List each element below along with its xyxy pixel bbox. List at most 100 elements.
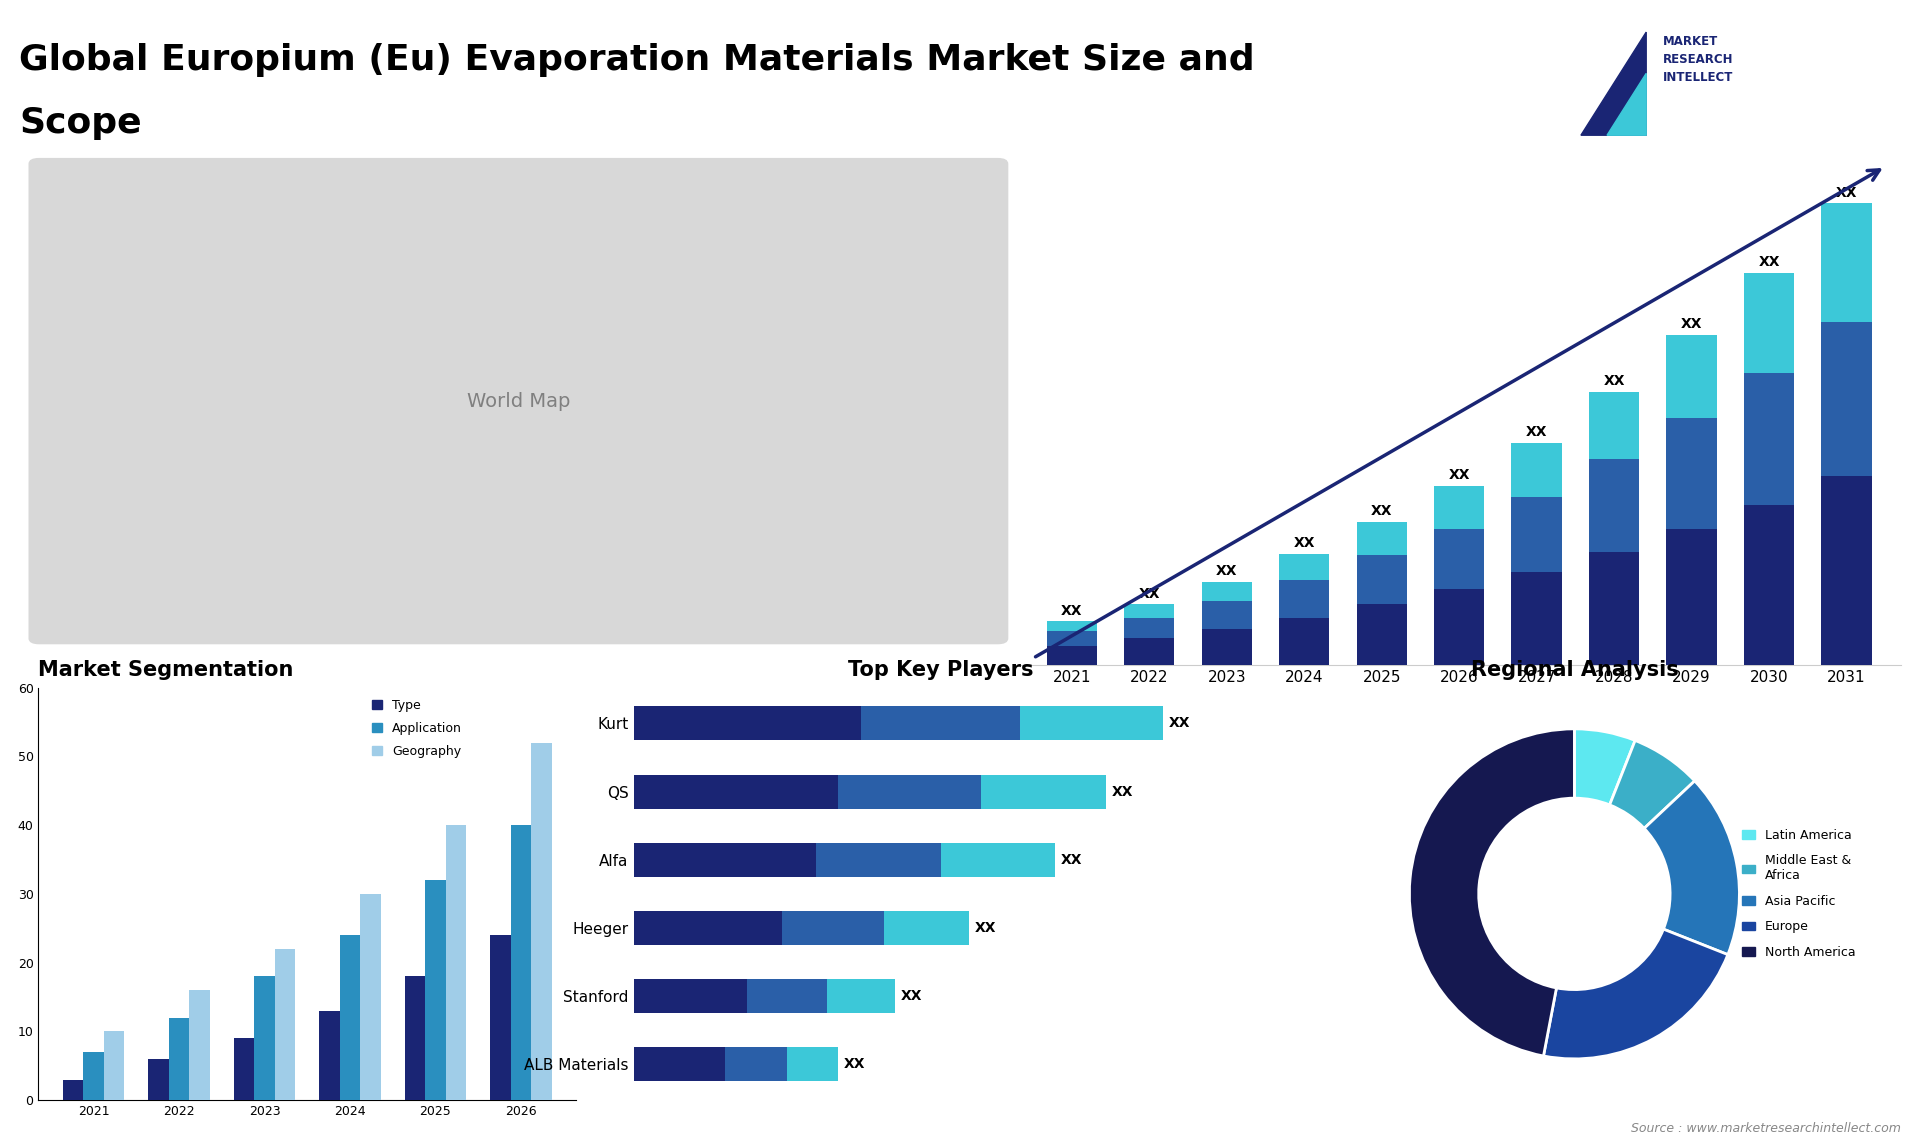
Text: XX: XX xyxy=(1169,716,1190,730)
Text: XX: XX xyxy=(1680,317,1703,331)
Bar xyxy=(169,1018,190,1100)
Text: XX: XX xyxy=(1526,425,1548,439)
Text: XX: XX xyxy=(1294,536,1315,550)
Bar xyxy=(1357,556,1407,604)
Bar xyxy=(1046,630,1096,646)
Bar xyxy=(828,979,895,1013)
Text: XX: XX xyxy=(1371,504,1392,518)
Bar xyxy=(1046,646,1096,665)
Bar xyxy=(511,825,532,1100)
Bar xyxy=(490,935,511,1100)
Bar xyxy=(83,1052,104,1100)
Bar xyxy=(1123,604,1175,618)
Wedge shape xyxy=(1544,929,1728,1059)
Bar xyxy=(1279,580,1329,618)
Text: Source : www.marketresearchintellect.com: Source : www.marketresearchintellect.com xyxy=(1630,1122,1901,1135)
Bar xyxy=(234,1038,253,1100)
Text: Scope: Scope xyxy=(19,107,142,140)
FancyBboxPatch shape xyxy=(29,158,1008,644)
Bar xyxy=(1590,392,1640,460)
Bar xyxy=(634,979,747,1013)
Text: Market Segmentation: Market Segmentation xyxy=(38,660,294,681)
Bar xyxy=(1743,504,1795,665)
Bar xyxy=(253,976,275,1100)
Bar xyxy=(1590,551,1640,665)
Text: XX: XX xyxy=(845,1058,866,1072)
Bar xyxy=(1667,335,1716,418)
Bar xyxy=(883,911,970,945)
Text: XX: XX xyxy=(900,989,922,1003)
Title: Regional Analysis: Regional Analysis xyxy=(1471,660,1678,681)
Polygon shape xyxy=(1580,32,1645,135)
Bar xyxy=(405,976,424,1100)
Bar xyxy=(532,743,551,1100)
Bar xyxy=(1822,204,1872,322)
Bar xyxy=(1434,486,1484,529)
Bar xyxy=(1020,706,1164,740)
Bar xyxy=(1123,638,1175,665)
Bar xyxy=(1822,322,1872,477)
Bar xyxy=(1667,418,1716,529)
Bar xyxy=(747,979,828,1013)
Bar xyxy=(445,825,467,1100)
Bar xyxy=(1357,604,1407,665)
Bar xyxy=(1743,273,1795,372)
Bar xyxy=(361,894,380,1100)
Bar xyxy=(148,1059,169,1100)
Bar xyxy=(104,1031,125,1100)
Bar xyxy=(1511,442,1561,497)
Bar xyxy=(634,842,816,877)
Text: XX: XX xyxy=(1062,604,1083,618)
Text: XX: XX xyxy=(1759,256,1780,269)
Bar xyxy=(63,1080,83,1100)
Bar xyxy=(1279,618,1329,665)
Bar xyxy=(839,775,981,809)
Polygon shape xyxy=(1607,73,1645,135)
Bar xyxy=(1511,497,1561,573)
Text: XX: XX xyxy=(1139,587,1160,601)
Bar xyxy=(1202,629,1252,665)
Bar xyxy=(781,911,883,945)
Bar xyxy=(1279,554,1329,580)
Wedge shape xyxy=(1644,780,1740,955)
Bar xyxy=(634,706,862,740)
Text: XX: XX xyxy=(975,921,996,935)
Bar xyxy=(1590,460,1640,551)
Bar xyxy=(1434,589,1484,665)
Text: XX: XX xyxy=(1448,468,1471,482)
Title: Top Key Players: Top Key Players xyxy=(849,660,1033,681)
Text: MARKET
RESEARCH
INTELLECT: MARKET RESEARCH INTELLECT xyxy=(1663,36,1734,84)
Bar xyxy=(634,775,839,809)
Bar xyxy=(1202,582,1252,601)
Bar xyxy=(319,1011,340,1100)
Bar xyxy=(1202,601,1252,629)
Bar xyxy=(981,775,1106,809)
Bar xyxy=(1123,618,1175,638)
Bar xyxy=(340,935,361,1100)
Bar xyxy=(862,706,1020,740)
Text: XX: XX xyxy=(1836,186,1857,199)
Bar xyxy=(787,1047,839,1082)
Text: XX: XX xyxy=(1060,853,1081,866)
Wedge shape xyxy=(1574,729,1636,804)
Bar xyxy=(1743,372,1795,504)
Wedge shape xyxy=(1609,740,1695,829)
Wedge shape xyxy=(1409,729,1574,1055)
Text: World Map: World Map xyxy=(467,392,570,410)
Legend: Type, Application, Geography: Type, Application, Geography xyxy=(367,693,467,763)
Text: XX: XX xyxy=(1603,374,1624,387)
Text: XX: XX xyxy=(1112,785,1133,799)
Bar xyxy=(1046,621,1096,630)
Bar xyxy=(1667,529,1716,665)
Bar xyxy=(634,1047,724,1082)
Bar xyxy=(1357,521,1407,556)
Bar xyxy=(941,842,1054,877)
Text: XX: XX xyxy=(1215,564,1238,578)
Bar xyxy=(1511,573,1561,665)
Bar xyxy=(634,911,781,945)
Bar xyxy=(190,990,209,1100)
Bar xyxy=(275,949,296,1100)
Bar xyxy=(1434,529,1484,589)
Bar xyxy=(1822,477,1872,665)
Bar xyxy=(424,880,445,1100)
